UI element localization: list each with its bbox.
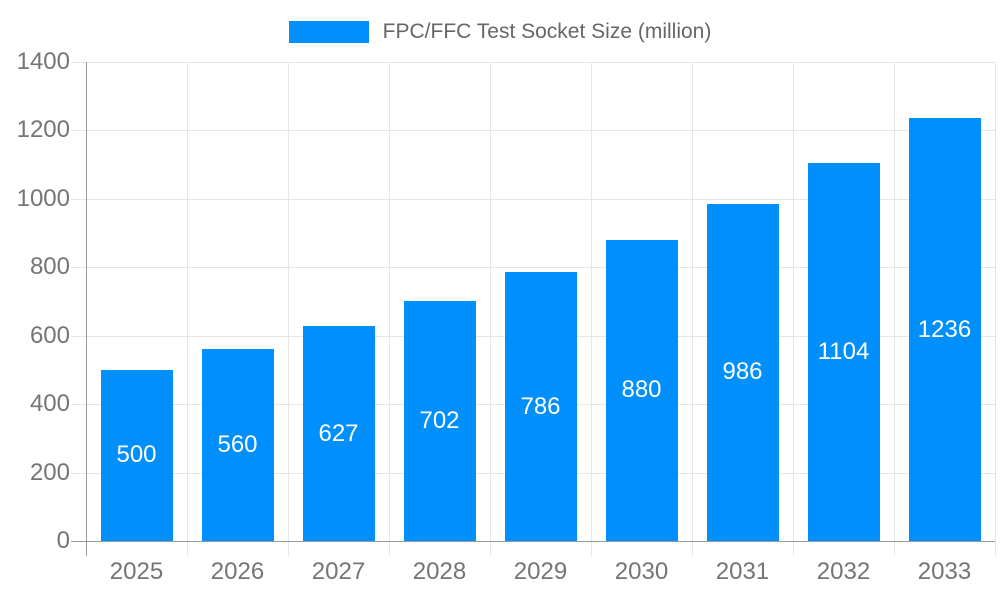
- gridline-vertical: [288, 62, 289, 556]
- x-axis-tick-label: 2025: [109, 558, 164, 585]
- y-axis-tick-label: 800: [29, 253, 70, 281]
- y-axis-line: [86, 62, 87, 556]
- y-axis-tick-label: 1000: [16, 184, 70, 212]
- bar-value-label: 786: [520, 392, 561, 420]
- bar[interactable]: 1104: [807, 163, 880, 541]
- bar[interactable]: 786: [504, 272, 577, 541]
- legend-swatch: [288, 21, 369, 43]
- gridline-vertical: [389, 62, 390, 556]
- x-axis-tick-label: 2030: [614, 558, 669, 585]
- y-axis-tick-label: 1400: [16, 48, 70, 75]
- x-axis-tick-label: 2031: [715, 558, 770, 585]
- gridline-horizontal: [71, 62, 995, 63]
- x-axis-tick-label: 2028: [412, 558, 467, 585]
- bar-value-label: 500: [116, 441, 157, 469]
- bar-value-label: 627: [318, 419, 359, 447]
- bar[interactable]: 627: [302, 326, 375, 541]
- gridline-vertical: [995, 62, 996, 556]
- bar[interactable]: 1236: [908, 118, 981, 541]
- gridline-vertical: [490, 62, 491, 556]
- bar-value-label: 880: [621, 376, 662, 404]
- gridline-vertical: [894, 62, 895, 556]
- gridline-horizontal: [71, 198, 995, 200]
- bar-value-label: 702: [419, 406, 460, 434]
- y-axis-tick-label: 600: [29, 321, 70, 349]
- gridline-vertical: [187, 62, 188, 556]
- legend-label: FPC/FFC Test Socket Size (million): [382, 20, 712, 43]
- bar-value-label: 560: [217, 431, 258, 459]
- x-axis-tick-label: 2026: [210, 558, 265, 585]
- gridline-horizontal: [71, 267, 995, 269]
- y-axis-tick-label: 1200: [16, 116, 70, 144]
- bar[interactable]: 880: [605, 239, 678, 541]
- bar[interactable]: 560: [201, 349, 274, 541]
- bar[interactable]: 702: [403, 300, 476, 541]
- bar-value-label: 1104: [817, 338, 870, 366]
- y-axis-tick-label: 400: [29, 390, 70, 418]
- x-axis-line: [71, 541, 995, 542]
- bar[interactable]: 500: [100, 369, 173, 541]
- x-axis-tick-label: 2033: [917, 558, 972, 585]
- legend-item[interactable]: FPC/FFC Test Socket Size (million): [0, 16, 1000, 48]
- bar-value-label: 986: [722, 358, 763, 386]
- bar[interactable]: 986: [706, 203, 779, 541]
- x-axis-tick-label: 2027: [311, 558, 366, 585]
- y-axis-tick-label: 200: [29, 458, 70, 486]
- gridline-vertical: [793, 62, 794, 556]
- gridline-vertical: [591, 62, 592, 556]
- x-axis-tick-label: 2032: [816, 558, 871, 585]
- y-axis-tick-label: 0: [56, 527, 70, 554]
- x-axis-tick-label: 2029: [513, 558, 568, 585]
- gridline-vertical: [692, 62, 693, 556]
- gridline-horizontal: [71, 130, 995, 132]
- bar-value-label: 1236: [917, 315, 972, 343]
